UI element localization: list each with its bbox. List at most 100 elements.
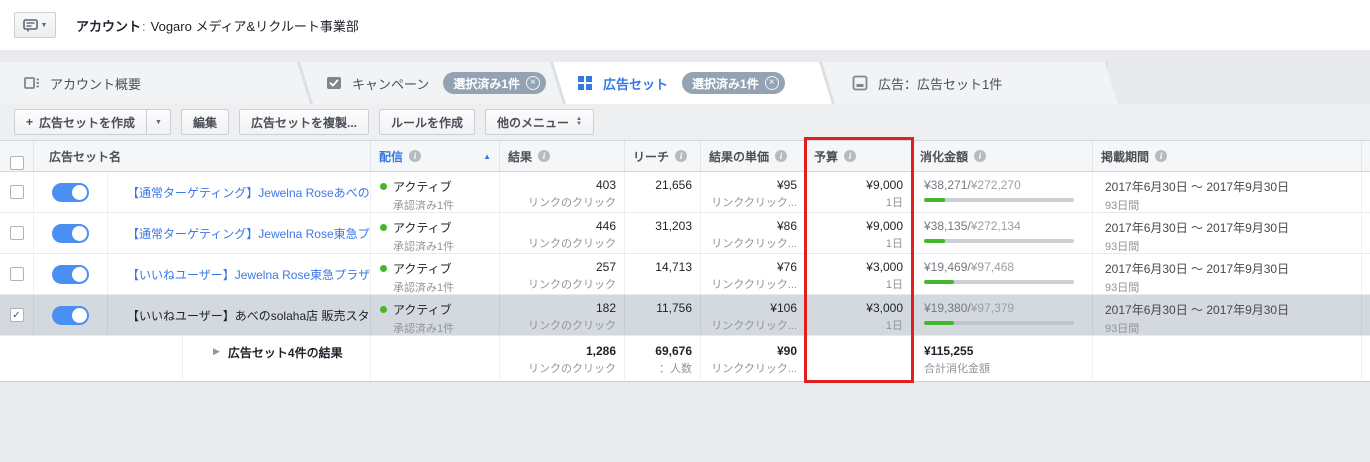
column-header-cost-per-result[interactable]: 結果の単価 i [701,141,806,171]
row-toggle-cell [34,172,108,212]
adset-table-body: 【通常ターゲティング】Jewelna Roseあべのsol... アクティブ 承… [0,172,1370,336]
tab-account-overview[interactable]: アカウント概要 [0,62,310,104]
create-rule-button[interactable]: ルールを作成 [379,109,476,135]
adset-name-link[interactable]: 【いいねユーザー】あべのsolaha店 販売スタッフ [127,309,371,323]
row-select-cell [0,213,34,253]
reach-cell: 14,713 [625,254,701,294]
tab-ad-sets[interactable]: 広告セット 選択済み1件 × [553,62,832,104]
row-checkbox[interactable] [9,226,24,240]
badge-label: 選択済み1件 [453,76,521,91]
badge-close-icon[interactable]: × [765,76,779,90]
amount-spent-cell: ¥19,380/¥97,379 [912,295,1093,335]
adset-name-cell: 【通常ターゲティング】Jewelna Roseあべのsol... [108,172,371,212]
cost-type: リンククリック... [711,279,797,291]
tab-label: 広告セット [603,76,669,92]
column-label: 結果の単価 [709,149,770,164]
column-header-delivery[interactable]: 配信 i ▲ [371,141,500,171]
budget-period: 1日 [885,279,903,291]
adset-name-link[interactable]: 【通常ターゲティング】Jewelna Roseあべのsol... [127,186,371,200]
amount-spent-cell: ¥38,135/¥272,134 [912,213,1093,253]
row-edge-cell [1362,213,1370,253]
column-header-results[interactable]: 結果 i [500,141,625,171]
column-label: 予算 [814,149,839,164]
info-icon[interactable]: i [538,150,551,162]
delivery-toggle[interactable] [52,224,89,243]
caret-down-icon: ▼ [40,21,48,29]
delivery-toggle[interactable] [52,306,89,325]
adset-name-cell: 【いいねユーザー】Jewelna Rose東急プラザ表... [108,254,371,294]
reach-value: 14,713 [655,260,692,274]
tab-campaigns[interactable]: キャンペーン 選択済み1件 × [300,62,563,104]
summary-label: 広告セット4件の結果 [227,346,343,360]
tab-label: アカウント概要 [50,76,142,92]
schedule-dates: 2017年6月30日 ～ 2017年9月30日 [1105,262,1290,276]
budget-period: 1日 [885,320,903,332]
results-cell: 257 リンクのクリック [500,254,625,294]
info-icon[interactable]: i [409,150,422,162]
create-adset-button[interactable]: + 広告セットを作成 [14,109,148,135]
ad-icon [852,75,868,91]
row-edge-cell [1362,172,1370,212]
column-header-reach[interactable]: リーチ i [625,141,701,171]
spent-value: ¥38,271/ [924,178,971,192]
campaign-icon [326,75,342,91]
edit-button[interactable]: 編集 [180,109,229,135]
column-header-schedule[interactable]: 掲載期間 i [1093,141,1362,171]
sort-updown-icon: ▲ ▼ [576,116,582,127]
status-subtext: 承認済み1件 [393,282,455,294]
reach-cell: 11,756 [625,295,701,335]
active-status-dot-icon [380,183,387,190]
tabstrip-filler [1108,62,1370,104]
result-type: リンクのクリック [528,320,616,332]
adset-name-link[interactable]: 【いいねユーザー】Jewelna Rose東急プラザ表... [127,268,371,282]
spent-total: ¥272,134 [970,219,1021,233]
column-header-budget[interactable]: 予算 i [806,141,912,171]
info-icon[interactable]: i [775,150,788,162]
table-row: 【いいねユーザー】Jewelna Rose東急プラザ表... アクティブ 承認済… [0,254,1370,295]
account-selector-button[interactable]: ▼ [14,12,56,38]
create-adset-dropdown-button[interactable]: ▼ [147,109,171,135]
row-edge-cell [1362,254,1370,294]
select-all-checkbox[interactable] [9,155,24,170]
header-edge-cell [1362,141,1370,171]
cost-type: リンククリック... [711,238,797,250]
duplicate-adset-button[interactable]: 広告セットを複製... [238,109,369,135]
table-header: 広告セット名 配信 i ▲ 結果 i リーチ i 結果の単価 i 予算 i 消化… [0,140,1370,172]
schedule-cell: 2017年6月30日 ～ 2017年9月30日 93日間 [1093,213,1362,253]
info-icon[interactable]: i [844,150,857,162]
campaign-selected-badge[interactable]: 選択済み1件 × [443,72,546,94]
spend-progress-bar [924,280,1074,284]
expand-triangle-icon[interactable]: ▶ [213,346,220,356]
delivery-toggle[interactable] [52,265,89,284]
spend-progress-fill [924,198,945,202]
row-checkbox[interactable] [9,185,24,199]
row-checkbox-checked[interactable]: ✓ [9,308,24,322]
tab-ads[interactable]: 広告：広告セット1件 [822,62,1118,104]
row-select-cell: ✓ [0,295,34,335]
column-header-adset-name[interactable]: 広告セット名 [34,141,371,171]
summary-reach-value: 69,676 [655,344,692,358]
more-menu-button[interactable]: 他のメニュー ▲ ▼ [485,109,594,135]
info-icon[interactable]: i [974,150,987,162]
adset-name-link[interactable]: 【通常ターゲティング】Jewelna Rose東急プラ... [127,227,371,241]
adset-selected-badge[interactable]: 選択済み1件 × [682,72,785,94]
table-row: 【通常ターゲティング】Jewelna Roseあべのsol... アクティブ 承… [0,172,1370,213]
info-icon[interactable]: i [1155,150,1168,162]
spent-total: ¥272,270 [970,178,1021,192]
row-checkbox[interactable] [9,267,24,281]
summary-spent-value: ¥115,255 [924,344,974,358]
result-value: 257 [595,260,616,274]
result-value: 182 [595,301,616,315]
account-separator: : [142,18,146,34]
results-cell: 446 リンクのクリック [500,213,625,253]
sort-ascending-icon[interactable]: ▲ [483,151,491,161]
badge-close-icon[interactable]: × [526,76,540,90]
account-board-icon [22,18,38,31]
spend-progress-fill [924,280,954,284]
top-account-bar: ▼ アカウント: Vogaro メディア&リクルート事業部 [0,0,1370,50]
info-icon[interactable]: i [675,150,688,162]
column-header-amount-spent[interactable]: 消化金額 i [912,141,1093,171]
schedule-cell: 2017年6月30日 ～ 2017年9月30日 93日間 [1093,172,1362,212]
delivery-toggle[interactable] [52,183,89,202]
summary-spent-type: 合計消化金額 [924,363,990,375]
